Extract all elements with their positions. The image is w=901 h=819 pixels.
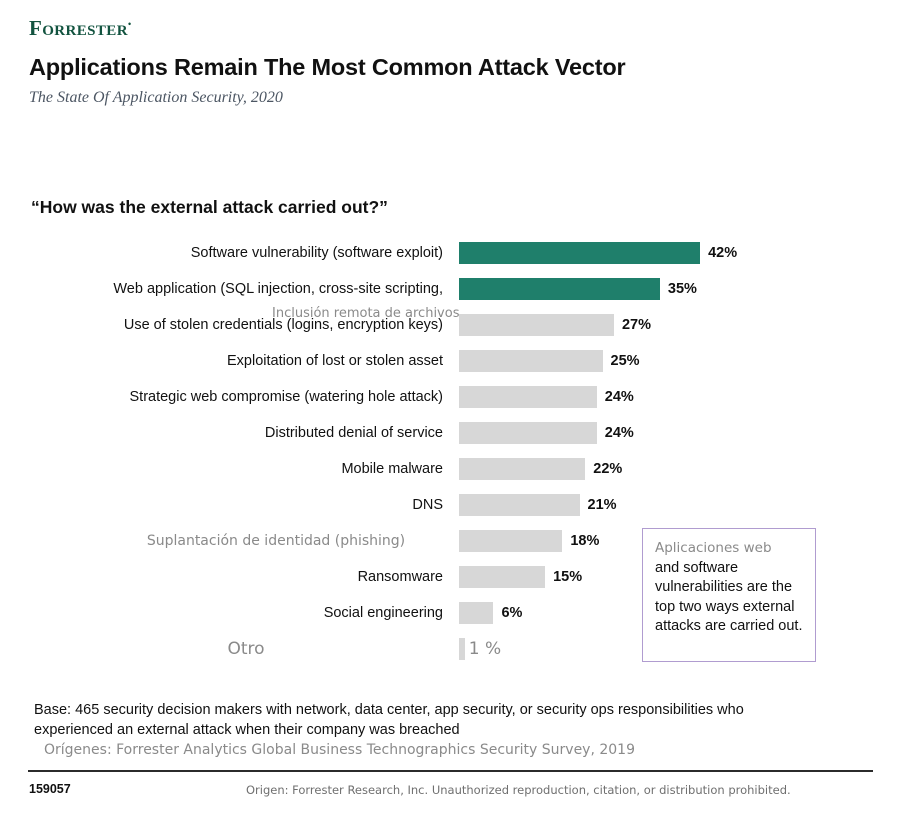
bar-row: Otro 1 % xyxy=(0,636,901,672)
bar-label: Otro xyxy=(227,639,265,659)
bar-label: Mobile malware xyxy=(341,461,443,477)
bar-row: Social engineering 6% xyxy=(0,600,901,636)
callout-body: and software vulnerabilities are the top… xyxy=(655,559,803,635)
bar-label: Use of stolen credentials (logins, encry… xyxy=(123,317,443,333)
page-title: Applications Remain The Most Common Atta… xyxy=(29,54,626,80)
bar-label: Web application (SQL injection, cross-si… xyxy=(113,281,443,297)
bar-fill xyxy=(459,602,494,624)
bar-value: 24% xyxy=(604,425,634,441)
bar-row: Use of stolen credentials (logins, encry… xyxy=(0,312,901,348)
translated-sublabel-row2: Inclusión remota de archivos xyxy=(272,306,460,321)
copyright-note: Origen: Forrester Research, Inc. Unautho… xyxy=(246,783,791,797)
bar-row: Web application (SQL injection, cross-si… xyxy=(0,276,901,312)
bar-row: Exploitation of lost or stolen asset 25% xyxy=(0,348,901,384)
footer-divider xyxy=(28,770,873,772)
forrester-logo-text: Forrester xyxy=(29,16,128,40)
bar-fill xyxy=(459,386,597,408)
bar-track xyxy=(459,422,597,444)
bar-label: Strategic web compromise (watering hole … xyxy=(129,389,444,405)
page-subtitle: The State Of Application Security, 2020 xyxy=(29,89,283,106)
bar-row: Strategic web compromise (watering hole … xyxy=(0,384,901,420)
bar-track xyxy=(459,350,603,372)
bar-track xyxy=(459,278,660,300)
bar-track xyxy=(459,602,494,624)
bar-fill xyxy=(459,422,597,444)
bar-track xyxy=(459,314,614,336)
bar-value: 15% xyxy=(553,569,583,585)
bar-label: Software vulnerability (software exploit… xyxy=(190,245,443,261)
bar-value: 1 % xyxy=(468,639,502,659)
bar-chart: Software vulnerability (software exploit… xyxy=(0,240,901,670)
bar-row: Software vulnerability (software exploit… xyxy=(0,240,901,276)
bar-row: Ransomware 15% xyxy=(0,564,901,600)
bar-track xyxy=(459,458,586,480)
forrester-logo: Forrester• xyxy=(29,18,132,39)
callout-text: Aplicaciones web and software vulnerabili… xyxy=(655,539,807,637)
bar-track xyxy=(459,242,701,264)
bar-row: Distributed denial of service 24% xyxy=(0,420,901,456)
callout-translated-line: Aplicaciones web xyxy=(655,540,772,556)
bar-value: 18% xyxy=(570,533,600,549)
bar-fill xyxy=(459,458,586,480)
bar-value: 27% xyxy=(621,317,651,333)
bar-fill xyxy=(459,350,603,372)
source-note: Orígenes: Forrester Analytics Global Bus… xyxy=(44,742,636,758)
bar-fill xyxy=(459,530,563,552)
bar-track xyxy=(459,386,597,408)
bar-label: Distributed denial of service xyxy=(264,425,443,441)
base-note: Base: 465 security decision makers with … xyxy=(34,702,744,738)
bar-track xyxy=(459,530,563,552)
bar-label: Social engineering xyxy=(323,605,443,621)
chart-question-title: “How was the external attack carried out… xyxy=(31,197,388,217)
bar-label: Exploitation of lost or stolen asset xyxy=(226,353,443,369)
bar-fill xyxy=(459,566,546,588)
trademark-icon: • xyxy=(127,19,132,29)
bar-label: DNS xyxy=(412,497,443,513)
bar-row: DNS 21% xyxy=(0,492,901,528)
bar-fill xyxy=(459,242,701,264)
bar-fill xyxy=(459,314,614,336)
bar-label: Suplantación de identidad (phishing) xyxy=(146,533,406,549)
bar-value: 25% xyxy=(610,353,640,369)
bar-fill xyxy=(459,638,465,660)
bar-track xyxy=(459,566,546,588)
bar-value: 6% xyxy=(501,605,523,621)
bar-value: 24% xyxy=(604,389,634,405)
bar-value: 35% xyxy=(667,281,697,297)
bar-value: 42% xyxy=(708,245,738,261)
bar-fill xyxy=(459,494,580,516)
bar-track xyxy=(459,638,465,660)
bar-value: 21% xyxy=(587,497,617,513)
bar-label: Ransomware xyxy=(357,569,443,585)
bar-value: 22% xyxy=(593,461,623,477)
callout-box: Aplicaciones web and software vulnerabili… xyxy=(642,528,816,662)
report-id: 159057 xyxy=(29,782,71,796)
bar-row: Suplantación de identidad (phishing) 18% xyxy=(0,528,901,564)
bar-fill xyxy=(459,278,660,300)
bar-track xyxy=(459,494,580,516)
bar-row: Mobile malware 22% xyxy=(0,456,901,492)
